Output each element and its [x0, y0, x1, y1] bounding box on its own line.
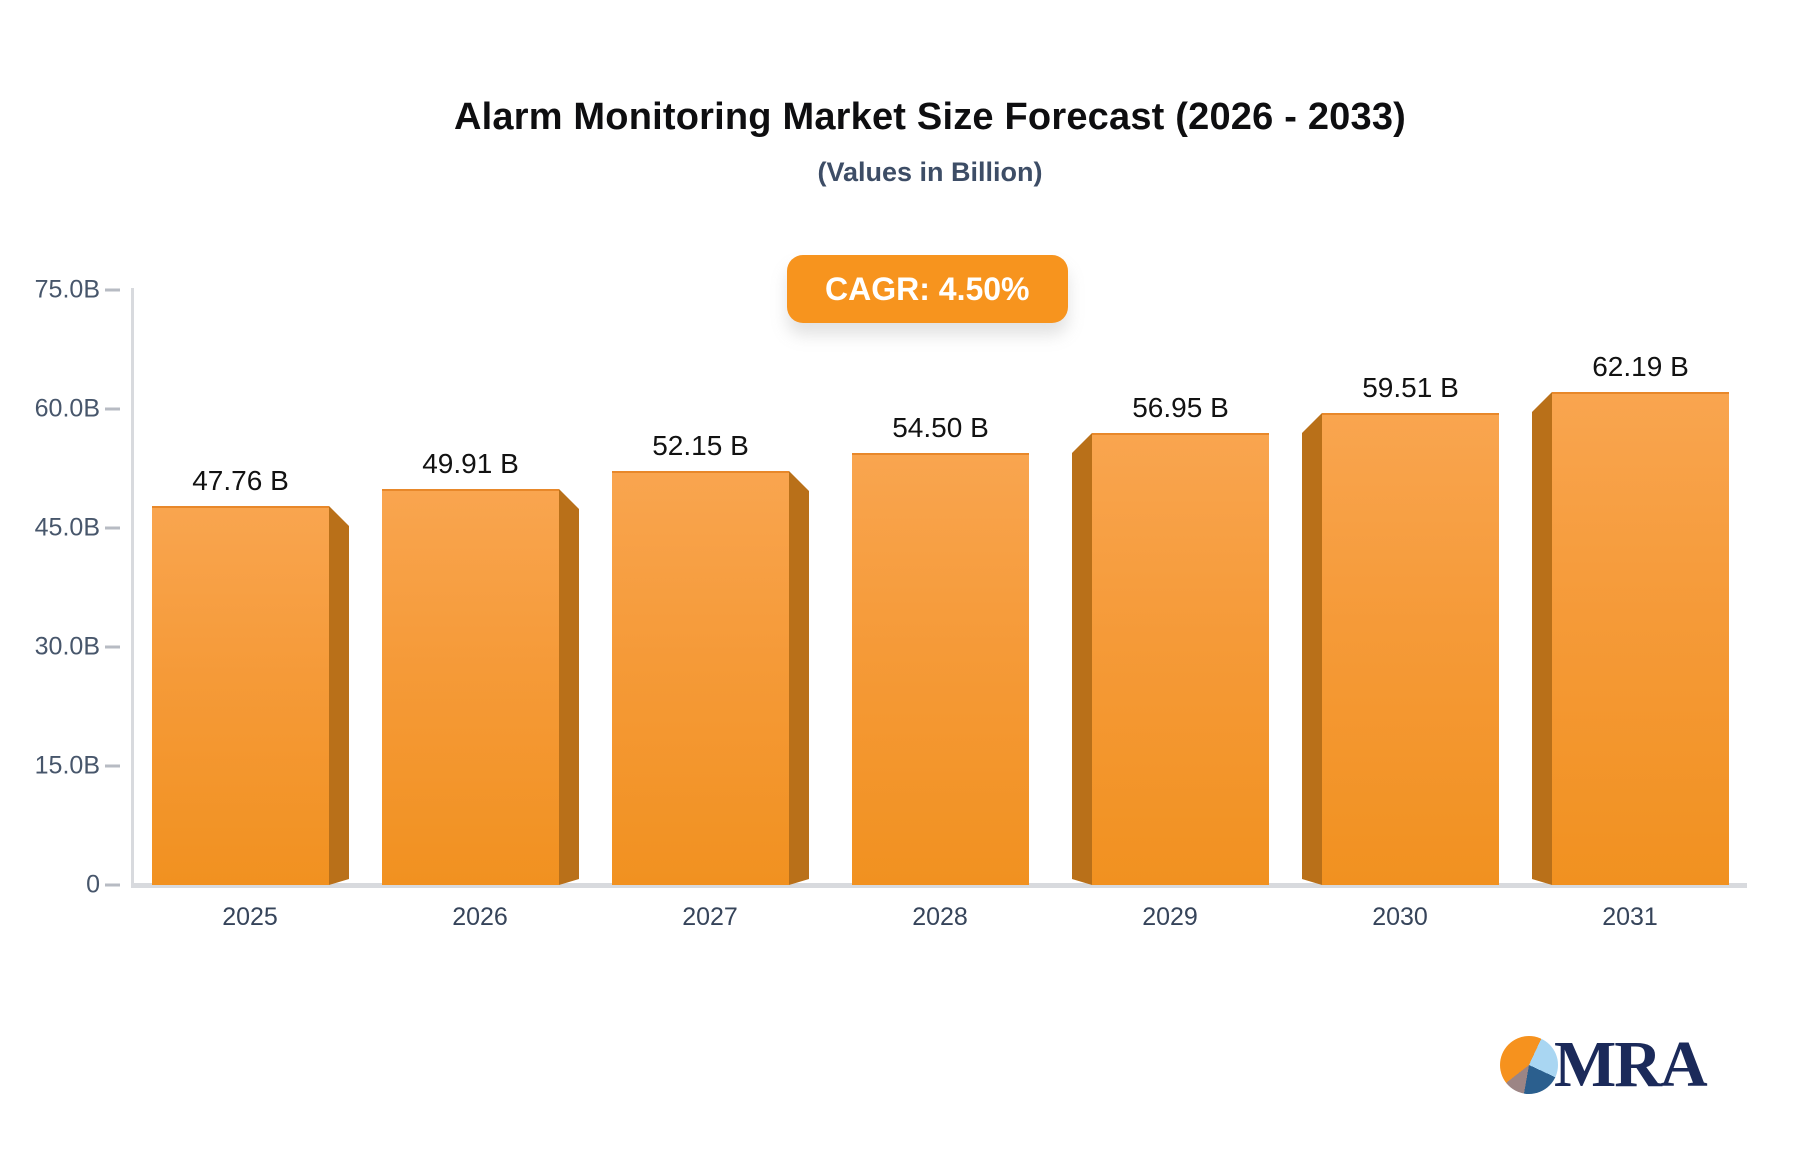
y-tick-label: 45.0B — [34, 513, 100, 542]
bar-value-label: 56.95 B — [1132, 392, 1229, 423]
bar-value-label: 59.51 B — [1362, 372, 1459, 403]
y-tick-mark — [105, 288, 120, 292]
bar-face — [852, 453, 1029, 885]
cagr-badge: CAGR: 4.50% — [787, 255, 1068, 323]
y-tick-label: 60.0B — [34, 394, 100, 423]
bar-face — [612, 471, 789, 885]
bar-face — [382, 489, 559, 885]
bar-value-label: 62.19 B — [1592, 351, 1689, 382]
bar-2027 — [612, 471, 809, 885]
chart-header: Alarm Monitoring Market Size Forecast (2… — [60, 96, 1800, 188]
bar-value-label: 47.76 B — [192, 465, 289, 496]
bar-side-bevel — [789, 471, 809, 885]
bar-2028 — [852, 453, 1029, 885]
bar-face — [152, 506, 329, 885]
x-tick-label-2029: 2029 — [1142, 903, 1198, 931]
y-axis-line — [131, 288, 134, 887]
x-tick-label-2028: 2028 — [912, 903, 968, 931]
chart-subtitle: (Values in Billion) — [817, 157, 1043, 187]
bar-face — [1092, 433, 1269, 885]
y-tick-label: 15.0B — [34, 751, 100, 780]
mra-logo-text: MRA — [1554, 1028, 1708, 1101]
y-tick-label: 30.0B — [34, 632, 100, 661]
cagr-badge-label: CAGR: 4.50% — [825, 270, 1030, 307]
x-axis-baseline — [131, 883, 1747, 888]
y-tick-mark — [105, 526, 120, 530]
x-tick-label-2031: 2031 — [1602, 903, 1658, 931]
bar-value-label: 49.91 B — [422, 448, 519, 479]
y-tick-label: 75.0B — [34, 275, 100, 304]
bar-side-bevel — [329, 506, 349, 885]
bar-value-label: 52.15 B — [652, 430, 749, 461]
x-tick-label-2025: 2025 — [222, 903, 278, 931]
bar-side-bevel — [559, 489, 579, 885]
x-tick-label-2027: 2027 — [682, 903, 738, 931]
bar-face — [1322, 413, 1499, 885]
bar-side-bevel — [1072, 433, 1092, 885]
chart-title: Alarm Monitoring Market Size Forecast (2… — [453, 96, 1407, 138]
bar-2029 — [1072, 433, 1269, 885]
bar-face — [1552, 392, 1729, 885]
pie-chart-logo-icon — [1500, 1036, 1558, 1094]
mra-logo: MRA — [1500, 1028, 1708, 1101]
bar-side-bevel — [1302, 413, 1322, 885]
y-tick-mark — [105, 645, 120, 649]
bar-side-bevel — [1532, 392, 1552, 885]
bar-2030 — [1302, 413, 1499, 885]
bar-value-label: 54.50 B — [892, 412, 989, 443]
bar-2031 — [1532, 392, 1729, 885]
y-tick-label: 0 — [86, 870, 100, 899]
bar-2026 — [382, 489, 579, 885]
x-tick-label-2030: 2030 — [1372, 903, 1428, 931]
y-tick-mark — [105, 764, 120, 768]
bar-2025 — [152, 506, 349, 885]
y-tick-mark — [105, 407, 120, 411]
x-tick-label-2026: 2026 — [452, 903, 508, 931]
y-tick-mark — [105, 883, 120, 887]
